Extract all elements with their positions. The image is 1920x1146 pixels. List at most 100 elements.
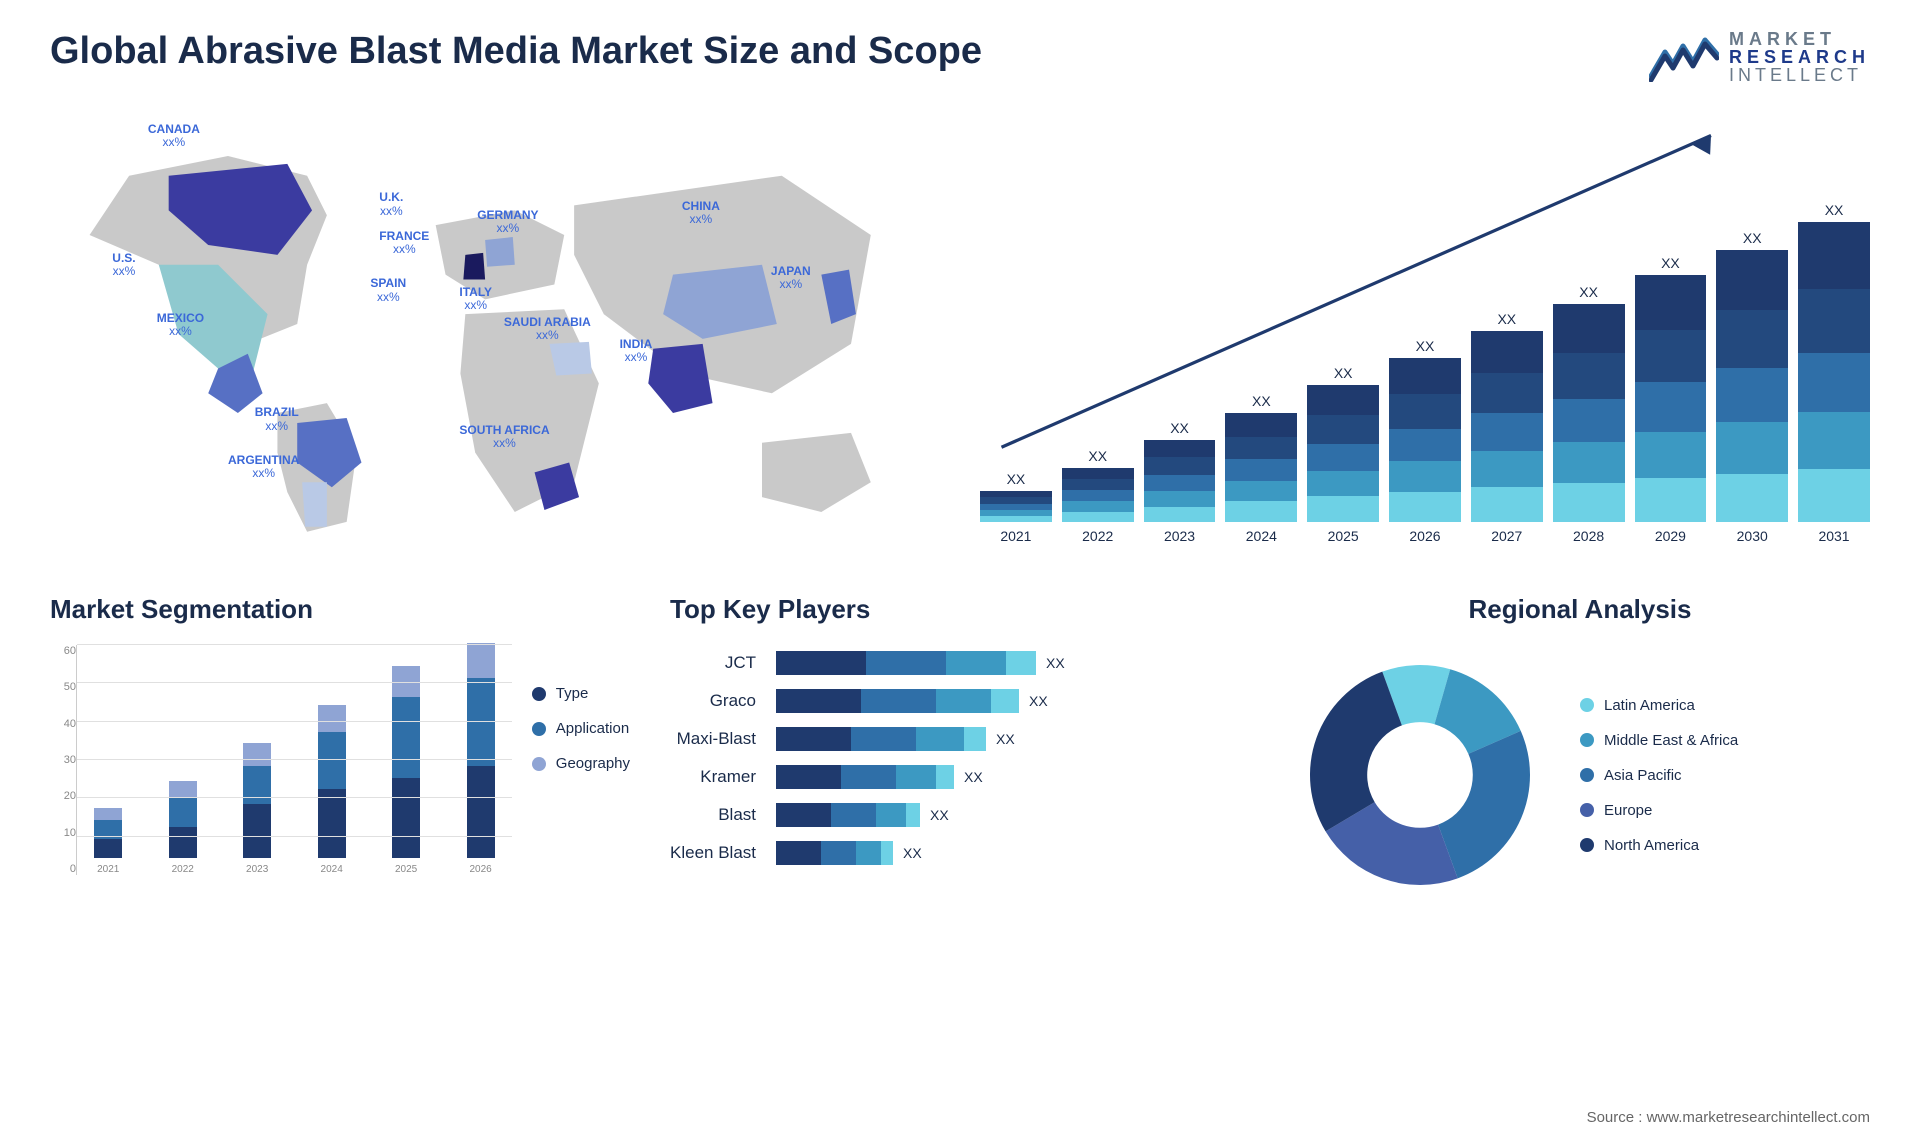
growth-value-label: XX bbox=[1416, 338, 1435, 354]
player-value-label: XX bbox=[903, 845, 922, 861]
player-bar-kleenblast: XX bbox=[776, 841, 1250, 865]
growth-value-label: XX bbox=[1661, 255, 1680, 271]
seg-year-label: 2026 bbox=[469, 864, 491, 875]
player-value-label: XX bbox=[930, 807, 949, 823]
growth-year-label: 2027 bbox=[1491, 528, 1522, 544]
growth-value-label: XX bbox=[1579, 284, 1598, 300]
player-labels: JCT Graco Maxi-Blast Kramer Blast Kleen Blast bbox=[670, 645, 756, 865]
player-label-kleenblast: Kleen Blast bbox=[670, 841, 756, 865]
regional-legend-northamerica: North America bbox=[1580, 837, 1738, 854]
map-label-germany: GERMANYxx% bbox=[477, 209, 538, 235]
growth-bar-2029: XX 2029 bbox=[1635, 255, 1707, 544]
seg-year-label: 2022 bbox=[172, 864, 194, 875]
growth-bar-2021: XX2021 bbox=[980, 471, 1052, 544]
map-label-india: INDIAxx% bbox=[620, 338, 653, 364]
seg-year-label: 2023 bbox=[246, 864, 268, 875]
player-value-label: XX bbox=[1029, 693, 1048, 709]
growth-bar-2024: XX 2024 bbox=[1225, 393, 1297, 544]
growth-year-label: 2022 bbox=[1082, 528, 1113, 544]
growth-value-label: XX bbox=[1170, 420, 1189, 436]
header: Global Abrasive Blast Media Market Size … bbox=[50, 30, 1870, 84]
map-label-saudiarabia: SAUDI ARABIAxx% bbox=[504, 316, 591, 342]
map-label-italy: ITALYxx% bbox=[459, 286, 492, 312]
map-label-canada: CANADAxx% bbox=[148, 123, 200, 149]
map-label-uk: U.K.xx% bbox=[379, 191, 403, 217]
map-label-brazil: BRAZILxx% bbox=[255, 406, 299, 432]
growth-year-label: 2028 bbox=[1573, 528, 1604, 544]
map-label-france: FRANCExx% bbox=[379, 230, 429, 256]
key-players-title: Top Key Players bbox=[670, 594, 1250, 625]
regional-legend-asiapacific: Asia Pacific bbox=[1580, 767, 1738, 784]
growth-value-label: XX bbox=[1825, 202, 1844, 218]
regional-legend-middleeastafrica: Middle East & Africa bbox=[1580, 732, 1738, 749]
player-value-label: XX bbox=[964, 769, 983, 785]
player-label-kramer: Kramer bbox=[700, 765, 756, 789]
regional-legend-latinamerica: Latin America bbox=[1580, 697, 1738, 714]
seg-year-label: 2024 bbox=[321, 864, 343, 875]
growth-year-label: 2025 bbox=[1328, 528, 1359, 544]
player-label-jct: JCT bbox=[725, 651, 756, 675]
growth-bar-2022: XX 2022 bbox=[1062, 448, 1134, 544]
growth-value-label: XX bbox=[1088, 448, 1107, 464]
regional-title: Regional Analysis bbox=[1290, 594, 1870, 625]
growth-bar-2028: XX 2028 bbox=[1553, 284, 1625, 544]
map-label-southafrica: SOUTH AFRICAxx% bbox=[459, 424, 549, 450]
growth-bar-2026: XX 2026 bbox=[1389, 338, 1461, 544]
map-label-spain: SPAINxx% bbox=[370, 277, 406, 303]
growth-bar-2031: XX 2031 bbox=[1798, 202, 1870, 544]
brand-logo: MARKET RESEARCH INTELLECT bbox=[1649, 30, 1870, 84]
player-label-graco: Graco bbox=[710, 689, 756, 713]
regional-legend-europe: Europe bbox=[1580, 802, 1738, 819]
seg-legend-application: Application bbox=[532, 720, 630, 737]
seg-legend-geography: Geography bbox=[532, 755, 630, 772]
seg-bar-2025: 2025 bbox=[375, 666, 437, 875]
growth-value-label: XX bbox=[1252, 393, 1271, 409]
seg-bar-2022: 2022 bbox=[151, 781, 213, 875]
player-bar-blast: XX bbox=[776, 803, 1250, 827]
seg-bar-2023: 2023 bbox=[226, 743, 288, 875]
player-label-maxiblast: Maxi-Blast bbox=[677, 727, 756, 751]
map-label-japan: JAPANxx% bbox=[771, 265, 811, 291]
player-bar-kramer: XX bbox=[776, 765, 1250, 789]
growth-bar-2027: XX 2027 bbox=[1471, 311, 1543, 544]
map-label-us: U.S.xx% bbox=[112, 252, 135, 278]
growth-year-label: 2031 bbox=[1818, 528, 1849, 544]
player-label-blast: Blast bbox=[718, 803, 756, 827]
logo-line1: MARKET bbox=[1729, 30, 1870, 48]
growth-bar-2025: XX 2025 bbox=[1307, 365, 1379, 544]
growth-value-label: XX bbox=[1334, 365, 1353, 381]
growth-bar-2023: XX 2023 bbox=[1144, 420, 1216, 544]
logo-icon bbox=[1649, 32, 1719, 82]
player-value-label: XX bbox=[1046, 655, 1065, 671]
source-attribution: Source : www.marketresearchintellect.com bbox=[1587, 1109, 1870, 1126]
segmentation-title: Market Segmentation bbox=[50, 594, 630, 625]
growth-value-label: XX bbox=[1743, 230, 1762, 246]
player-bars: XX XX XX XX XX XX bbox=[776, 645, 1250, 865]
seg-year-label: 2025 bbox=[395, 864, 417, 875]
map-label-argentina: ARGENTINAxx% bbox=[228, 454, 299, 480]
growth-year-label: 2026 bbox=[1409, 528, 1440, 544]
seg-legend-type: Type bbox=[532, 685, 630, 702]
seg-bar-2021: 2021 bbox=[77, 808, 139, 875]
map-label-china: CHINAxx% bbox=[682, 200, 720, 226]
regional-legend: Latin America Middle East & Africa Asia Pa… bbox=[1580, 697, 1738, 854]
player-bar-graco: XX bbox=[776, 689, 1250, 713]
key-players-panel: Top Key Players JCT Graco Maxi-Blast Kramer… bbox=[670, 594, 1250, 905]
growth-value-label: XX bbox=[1007, 471, 1026, 487]
player-bar-jct: XX bbox=[776, 651, 1250, 675]
growth-value-label: XX bbox=[1497, 311, 1516, 327]
growth-year-label: 2029 bbox=[1655, 528, 1686, 544]
donut-slice-asiapacific bbox=[1438, 731, 1530, 878]
regional-donut-chart bbox=[1290, 645, 1550, 905]
seg-year-label: 2021 bbox=[97, 864, 119, 875]
growth-year-label: 2024 bbox=[1246, 528, 1277, 544]
segmentation-bars: 2021 2022 2023 2024 2025 2026 bbox=[76, 645, 512, 875]
world-map-panel: CANADAxx% U.S.xx% MEXICOxx% BRAZILxx% ARGENT… bbox=[50, 114, 940, 544]
segmentation-y-axis: 6050403020100 bbox=[50, 645, 76, 875]
donut-slice-northamerica bbox=[1310, 672, 1402, 832]
map-label-mexico: MEXICOxx% bbox=[157, 312, 204, 338]
growth-bar-2030: XX 2030 bbox=[1716, 230, 1788, 544]
player-bar-maxiblast: XX bbox=[776, 727, 1250, 751]
growth-year-label: 2030 bbox=[1737, 528, 1768, 544]
growth-year-label: 2023 bbox=[1164, 528, 1195, 544]
